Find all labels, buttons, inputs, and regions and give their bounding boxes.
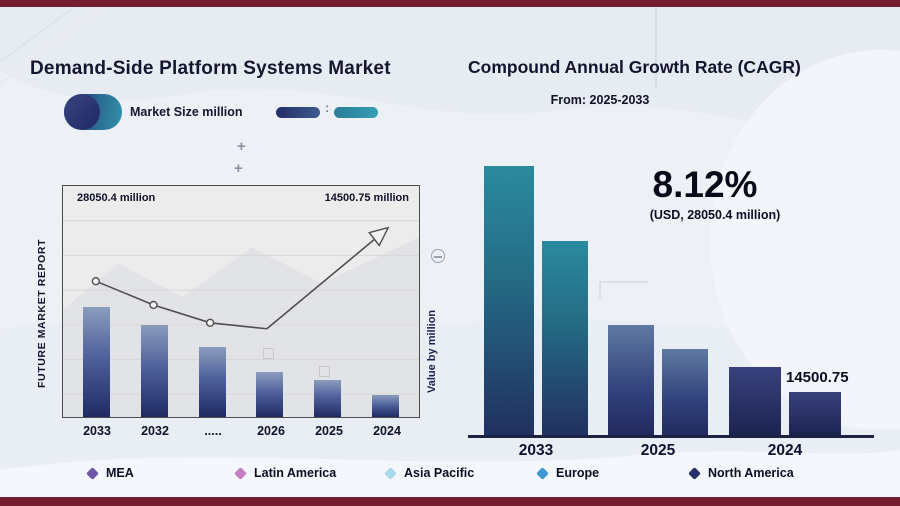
cagr-bar (662, 349, 708, 436)
x-axis-label: 2033 (83, 424, 111, 438)
market-size-bar (256, 372, 284, 417)
legend-diamond-icon (688, 466, 701, 480)
legend-item-latin-america: Latin America (234, 466, 337, 480)
legend-label: Europe (556, 466, 600, 480)
x-axis-label: 2025 (640, 442, 676, 459)
pill-decoration-1 (276, 107, 320, 118)
square-decoration-1 (263, 348, 274, 359)
x-axis-label: 2033 (518, 442, 554, 459)
plus-decoration-1: + (237, 138, 246, 155)
right-chart-title: Compound Annual Growth Rate (CAGR) (468, 57, 801, 77)
region-legend: MEA Latin America Asia Pacific Europe North … (0, 462, 900, 492)
market-size-bar (371, 395, 399, 417)
legend-label: Latin America (254, 466, 337, 480)
circle-decoration (431, 249, 445, 263)
top-border-strip (0, 0, 900, 7)
market-size-legend: Market Size million : (64, 94, 394, 132)
bar-group-2033 (484, 166, 588, 436)
cagr-bar (542, 241, 588, 436)
bar-group-2024 (729, 367, 841, 436)
left-chart-title: Demand-Side Platform Systems Market (30, 58, 391, 79)
cagr-bar (484, 166, 534, 436)
x-axis-label: 2025 (315, 424, 343, 438)
market-size-label: Market Size million (130, 105, 243, 119)
legend-label: Asia Pacific (404, 466, 475, 480)
legend-diamond-icon (536, 466, 549, 480)
legend-label: MEA (106, 466, 134, 480)
bottom-border-strip (0, 497, 900, 506)
cagr-detail-label: (USD, 28050.4 million) (649, 208, 781, 222)
left-bars (83, 307, 399, 417)
future-market-report-label: FUTURE MARKET REPORT (36, 238, 48, 388)
x-axis-line (468, 435, 874, 438)
legend-item-europe: Europe (536, 466, 600, 480)
trend-arrow (91, 226, 390, 330)
plus-decoration-2: + (234, 160, 243, 177)
cagr-value: 8.12% (652, 164, 758, 205)
bar-group-2025 (608, 325, 708, 436)
cagr-bar (608, 325, 654, 436)
market-size-bar (314, 380, 342, 417)
legend-diamond-icon (234, 466, 247, 480)
square-decoration-2 (319, 366, 330, 377)
pill-separator: : (325, 100, 330, 115)
market-size-bar (198, 347, 226, 417)
legend-diamond-icon (86, 466, 99, 480)
left-x-axis-labels: 2033 2032..... 2026 2025 2024 (82, 424, 402, 438)
pill-icon (64, 94, 122, 130)
right-x-axis-labels: 2033 2025 2024 (470, 442, 874, 464)
cagr-bar (789, 392, 841, 436)
value-by-million-label: Value by million (426, 309, 438, 393)
x-axis-label: ..... (204, 424, 222, 438)
x-axis-label: 2024 (767, 442, 803, 459)
x-axis-label: 2024 (373, 424, 401, 438)
legend-item-asia-pacific: Asia Pacific (384, 466, 475, 480)
end-value-label: 14500.75 million (324, 192, 409, 204)
market-size-bar (140, 325, 168, 417)
pill-cap-icon (64, 94, 100, 130)
bar-value-label: 14500.75 (786, 369, 849, 386)
pill-decoration-2 (334, 107, 378, 118)
x-axis-label: 2032 (141, 424, 169, 438)
cagr-bar (729, 367, 781, 436)
legend-label: North America (708, 466, 794, 480)
legend-diamond-icon (384, 466, 397, 480)
market-size-chart: 28050.4 million 14500.75 million (62, 185, 420, 418)
cagr-chart (470, 160, 874, 436)
market-size-bar (83, 307, 110, 417)
x-axis-label: 2026 (257, 424, 285, 438)
start-value-label: 28050.4 million (77, 192, 156, 204)
legend-item-mea: MEA (86, 466, 134, 480)
legend-item-north-america: North America (688, 466, 794, 480)
cagr-period-label: From: 2025-2033 (550, 93, 650, 107)
